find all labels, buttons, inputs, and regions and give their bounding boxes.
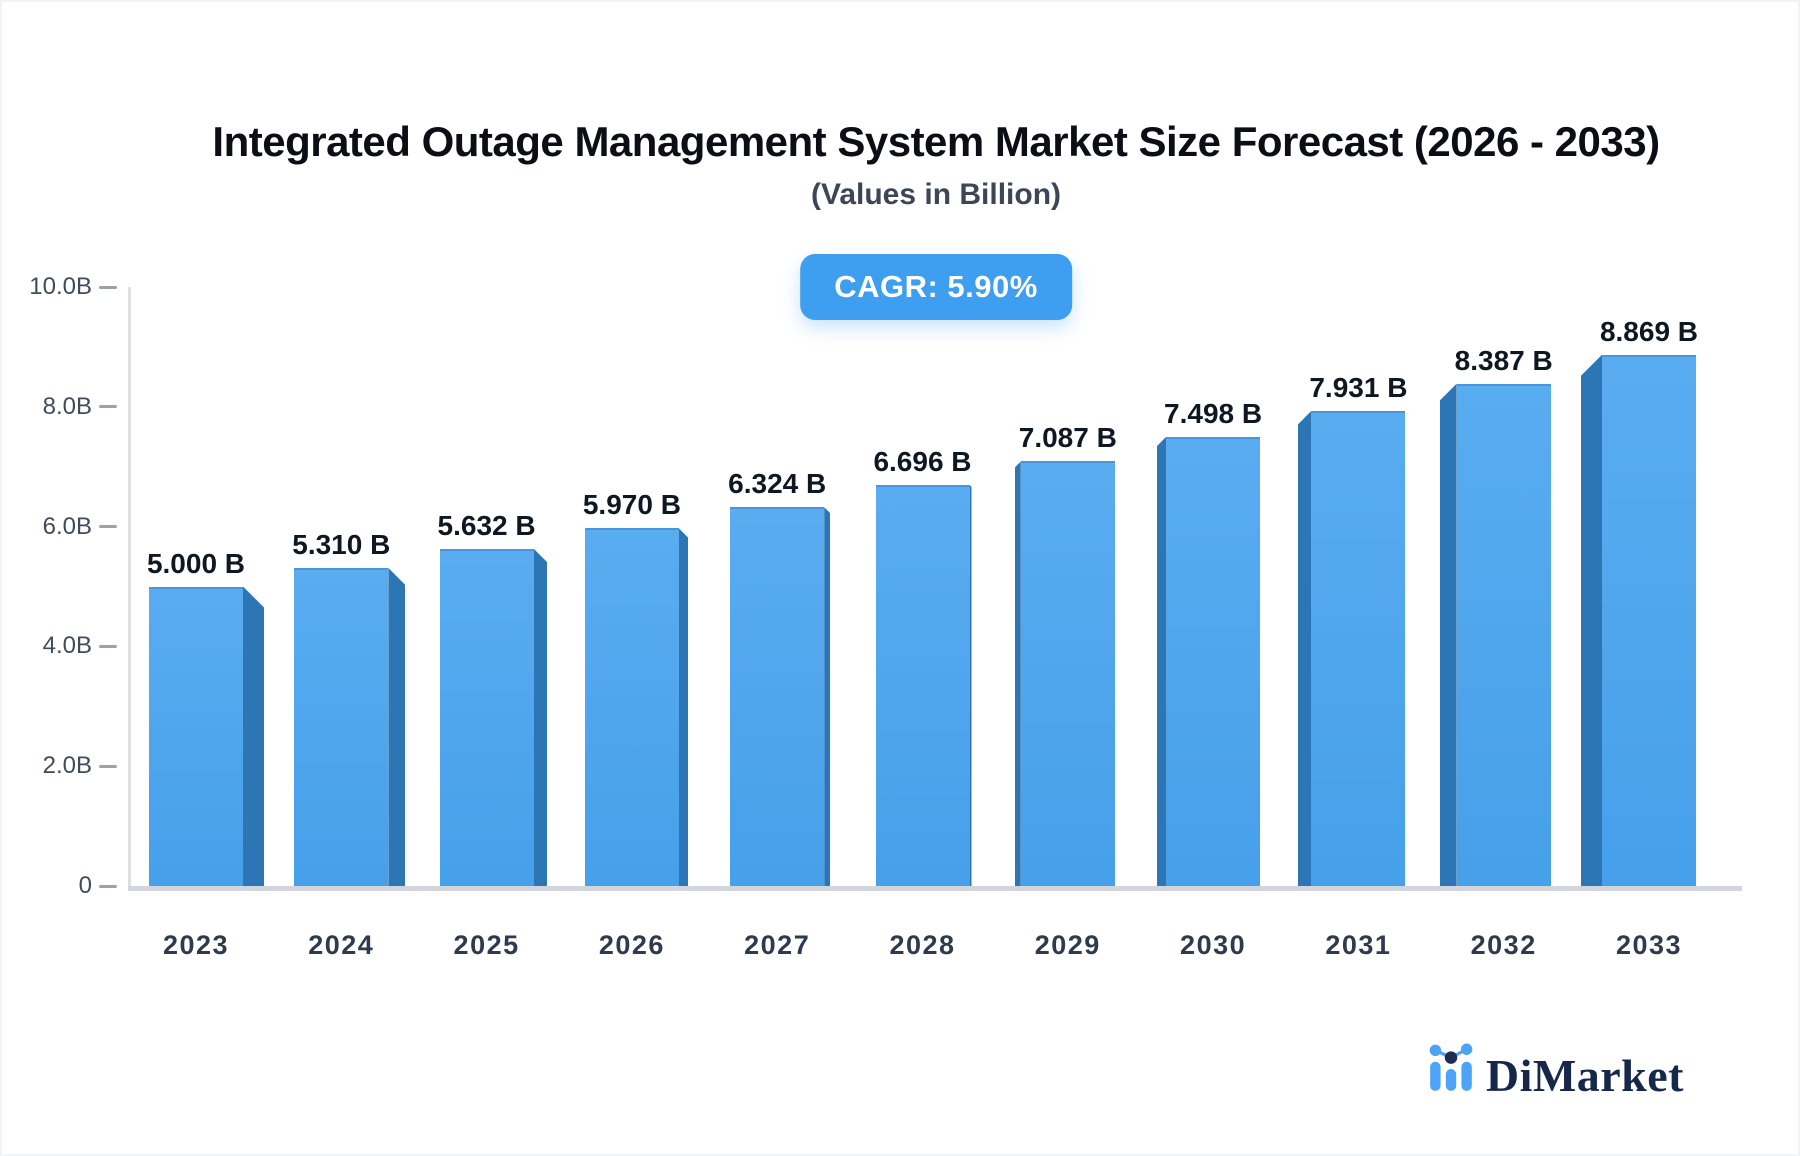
y-axis-tick-label: 4.0B [42,632,92,660]
bar [584,528,689,886]
bar-front-face [294,567,389,886]
y-axis-tick-label: 8.0B [42,392,92,420]
bar [294,567,406,886]
bar [1439,383,1551,886]
bar-side-face [1015,461,1021,886]
bar-side-face [1156,436,1167,886]
bar-value-label: 5.000 B [146,547,246,579]
bar-front-face [1020,461,1115,886]
x-axis-year-label: 2033 [1615,930,1683,960]
bar-front-face [1166,436,1261,886]
y-axis-tick-mark [99,764,117,768]
bar-front-face [875,484,970,886]
bar-front-face [1311,410,1406,886]
bar-value-label: 8.869 B [1599,315,1699,347]
x-axis-year-label: 2027 [744,930,811,960]
bar-front-face [1456,383,1551,886]
bar-value-label: 6.696 B [873,445,972,477]
bar-side-face [243,586,264,886]
bar-value-label: 6.324 B [728,468,827,500]
bar-chart-logo-icon [1428,1043,1474,1098]
bar-value-label: 7.087 B [1018,422,1117,454]
bar [1156,436,1261,886]
y-axis-tick-mark [99,405,117,409]
cagr-badge: CAGR: 5.90% [800,254,1072,320]
bar-value-label: 8.387 B [1454,344,1553,376]
bar-value-label: 5.310 B [292,528,391,560]
y-axis-tick-mark [99,884,117,888]
x-axis-year-label: 2031 [1325,930,1392,960]
bar-side-face [388,567,406,886]
x-axis-year-label: 2025 [453,930,520,960]
bar [1581,354,1696,886]
x-axis-year-label: 2026 [598,930,665,960]
x-axis-year-label: 2024 [308,930,375,960]
x-axis-year-label: 2030 [1180,930,1247,960]
bar-value-label: 7.498 B [1164,397,1263,429]
y-axis-tick-mark [99,525,117,529]
bar-side-face [824,507,830,886]
bar-value-label: 5.632 B [437,509,536,541]
bar-side-face [1439,383,1457,886]
y-axis-tick-mark [99,644,117,648]
bar-side-face [1298,410,1312,886]
y-axis-tick-mark [99,285,117,289]
x-axis-year-label: 2032 [1470,930,1537,960]
bar-front-face [584,528,679,886]
chart-title: Integrated Outage Management System Mark… [212,118,1660,165]
x-axis-year-label: 2023 [162,930,230,960]
x-axis-line [128,886,1742,891]
bar-side-face [969,484,972,886]
y-axis-tick-label: 0 [78,872,92,899]
bar [1015,461,1115,886]
bar [149,586,264,886]
bar-value-label: 7.931 B [1309,371,1408,403]
chart-subtitle: (Values in Billion) [810,178,1062,211]
x-axis-year-label: 2029 [1034,930,1101,960]
bar-front-face [439,548,534,886]
bar-side-face [1581,354,1602,886]
y-axis-tick-label: 2.0B [42,752,92,780]
y-axis-tick-label: 6.0B [42,512,92,540]
bar [730,507,830,886]
bar [439,548,547,886]
bar [875,484,972,886]
bar-side-face [678,528,689,886]
bar-front-face [149,586,243,886]
bar-front-face [730,507,825,886]
brand-logo: DiMarket [1428,1043,1684,1101]
bar-value-label: 5.970 B [582,489,681,521]
brand-logo-text: DiMarket [1485,1050,1684,1101]
bar-side-face [533,548,547,886]
y-axis-tick-label: 10.0B [29,273,92,300]
y-axis-line [128,287,131,886]
bar-front-face [1602,354,1696,886]
x-axis-year-label: 2028 [889,930,956,960]
bar [1298,410,1406,886]
